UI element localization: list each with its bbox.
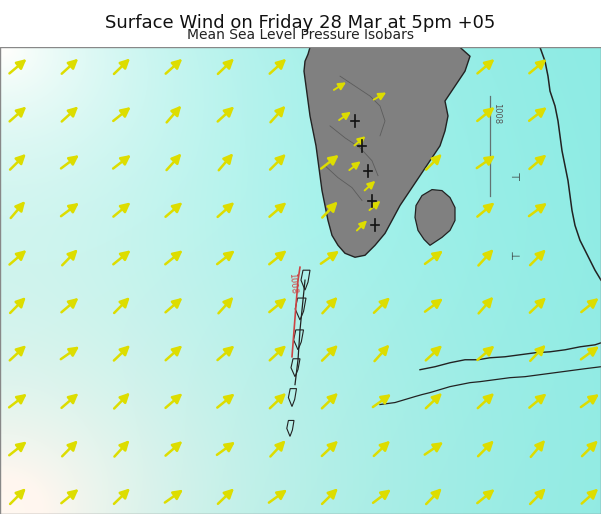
Polygon shape (304, 47, 470, 258)
Text: Mean Sea Level Pressure Isobars: Mean Sea Level Pressure Isobars (187, 28, 414, 42)
Text: ⊢: ⊢ (510, 252, 520, 262)
Text: 1008: 1008 (288, 272, 299, 294)
Text: ⊣: ⊣ (510, 173, 520, 182)
Text: 1008: 1008 (492, 103, 501, 124)
Polygon shape (415, 190, 455, 245)
Text: Surface Wind on Friday 28 Mar at 5pm +05: Surface Wind on Friday 28 Mar at 5pm +05 (105, 14, 496, 32)
